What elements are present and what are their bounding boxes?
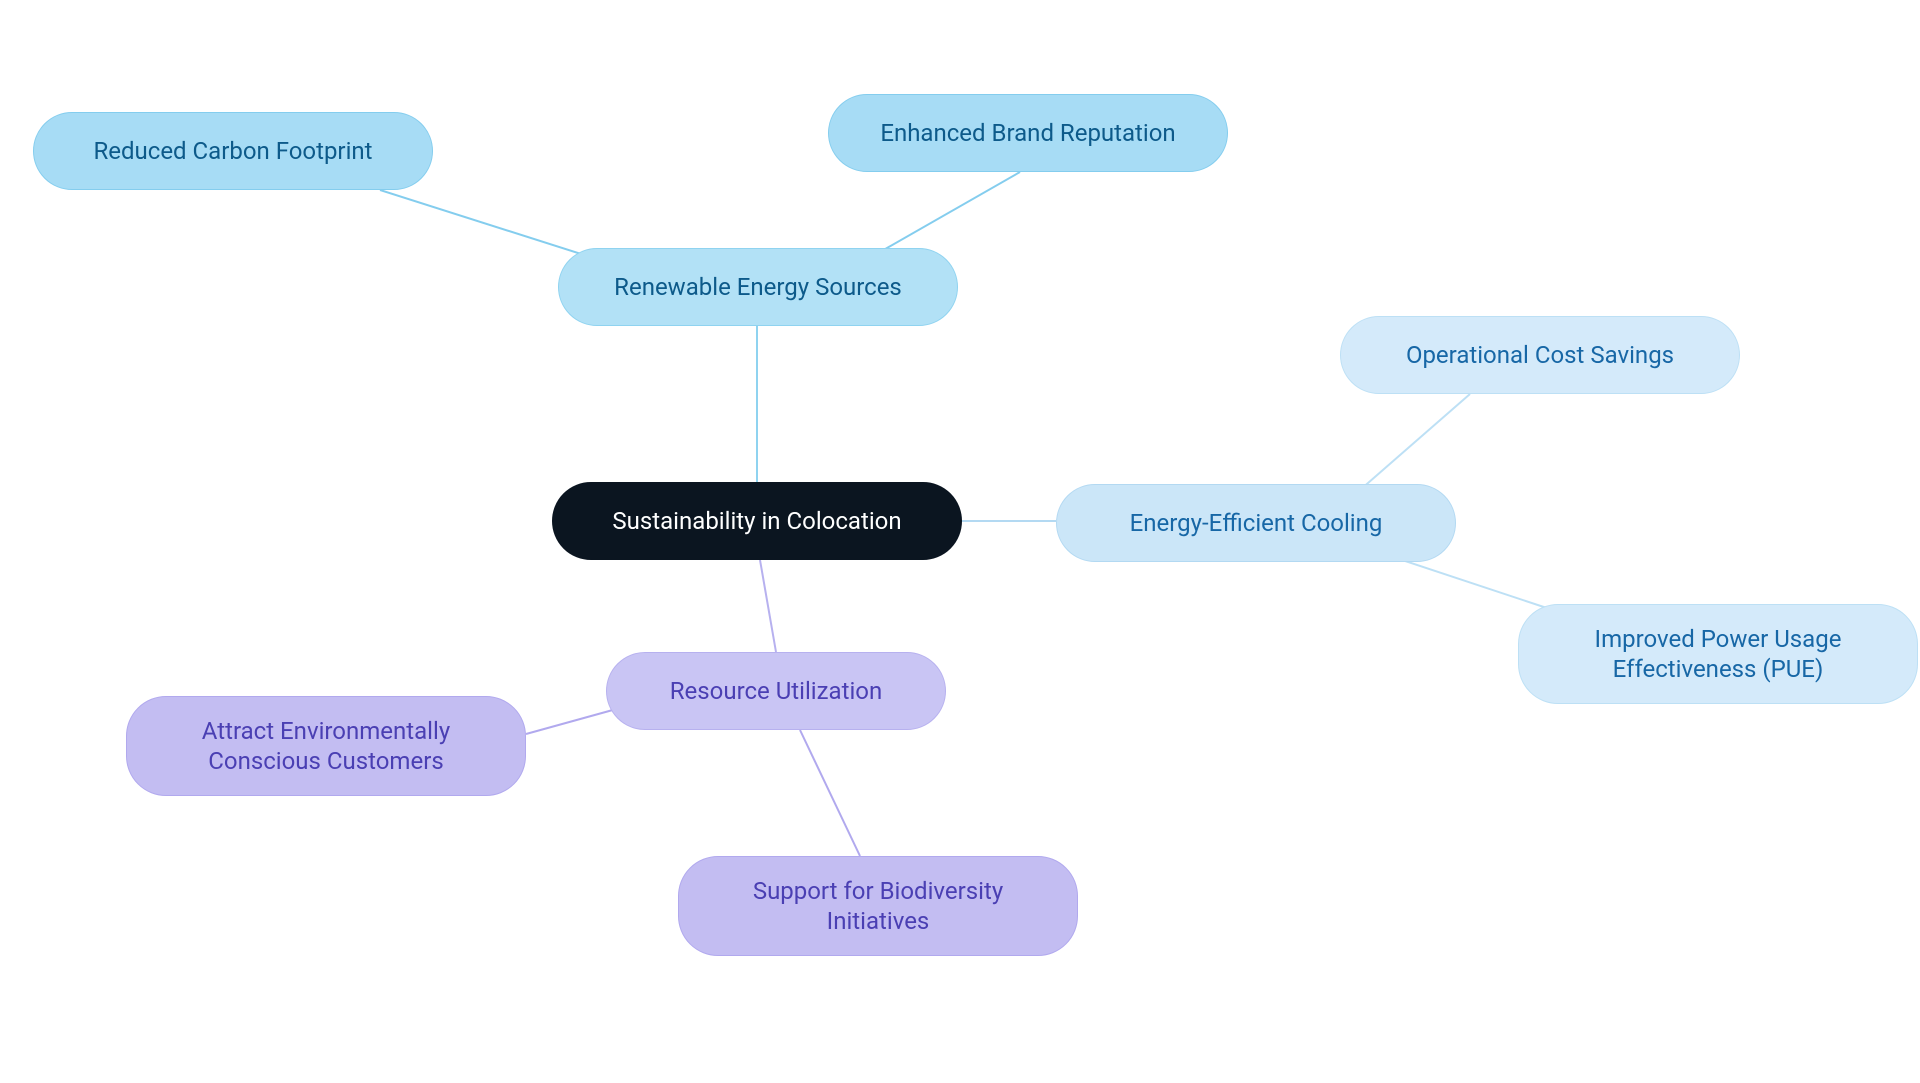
node-ocs: Operational Cost Savings [1340, 316, 1740, 394]
edge-root-res [760, 560, 776, 652]
node-pue: Improved Power Usage Effectiveness (PUE) [1518, 604, 1918, 704]
node-label: Support for Biodiversity Initiatives [707, 876, 1049, 936]
node-ebr: Enhanced Brand Reputation [828, 94, 1228, 172]
node-label: Improved Power Usage Effectiveness (PUE) [1547, 624, 1889, 684]
node-root: Sustainability in Colocation [552, 482, 962, 560]
node-label: Renewable Energy Sources [614, 272, 902, 302]
node-label: Energy-Efficient Cooling [1130, 508, 1383, 538]
edge-cool-ocs [1360, 394, 1470, 490]
node-label: Enhanced Brand Reputation [880, 118, 1175, 148]
node-label: Operational Cost Savings [1406, 340, 1674, 370]
node-renew: Renewable Energy Sources [558, 248, 958, 326]
edge-renew-rcf [380, 190, 600, 260]
node-label: Reduced Carbon Footprint [93, 136, 372, 166]
edge-res-attr [526, 708, 620, 734]
node-attr: Attract Environmentally Conscious Custom… [126, 696, 526, 796]
node-cool: Energy-Efficient Cooling [1056, 484, 1456, 562]
node-res: Resource Utilization [606, 652, 946, 730]
node-label: Sustainability in Colocation [612, 506, 901, 536]
node-rcf: Reduced Carbon Footprint [33, 112, 433, 190]
edge-res-bio [800, 730, 860, 856]
node-bio: Support for Biodiversity Initiatives [678, 856, 1078, 956]
edge-cool-pue [1390, 556, 1565, 614]
node-label: Attract Environmentally Conscious Custom… [155, 716, 497, 776]
edge-renew-ebr [880, 172, 1020, 252]
mindmap-canvas: Sustainability in Colocation Renewable En… [0, 0, 1920, 1083]
node-label: Resource Utilization [670, 676, 882, 706]
